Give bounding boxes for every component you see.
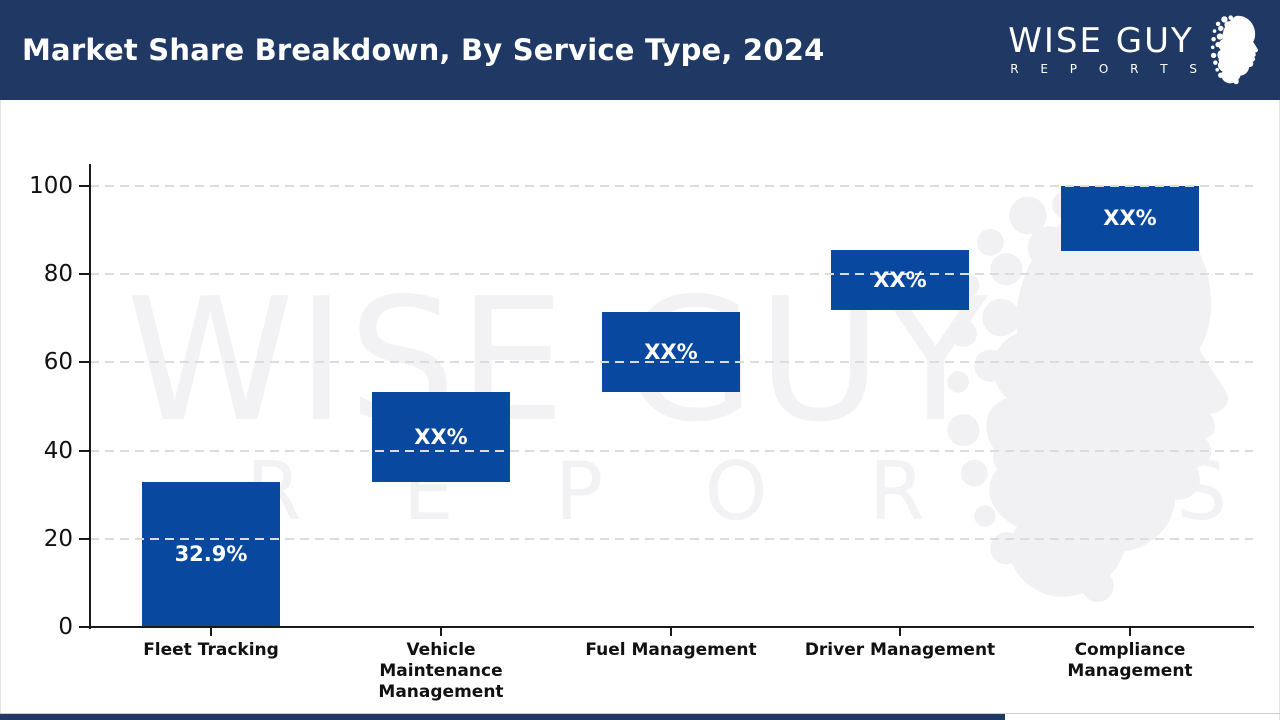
- x-category-label-2: Fuel Management: [585, 640, 757, 660]
- y-tick-label-60: 60: [43, 349, 73, 376]
- y-tick-80: [79, 273, 89, 276]
- y-tick-40: [79, 449, 89, 452]
- plot-area: 32.9% XX% XX% XX% XX% 0 20 40 60 80 100 Fleet Track…: [0, 100, 1280, 714]
- footer-divider: [0, 713, 1280, 714]
- y-axis-line: [89, 164, 91, 629]
- x-tick-2: [670, 628, 672, 636]
- y-tick-label-80: 80: [43, 261, 73, 288]
- y-tick-20: [79, 537, 89, 540]
- page-title: Market Share Breakdown, By Service Type,…: [22, 33, 825, 67]
- header: Market Share Breakdown, By Service Type,…: [0, 0, 1280, 100]
- gridline-40: [90, 449, 1253, 452]
- gridline-80: [90, 273, 1253, 276]
- x-tick-0: [210, 628, 212, 636]
- x-tick-4: [1129, 628, 1131, 636]
- footer-bar: [0, 714, 1005, 720]
- y-tick-label-40: 40: [43, 437, 73, 464]
- y-tick-label-20: 20: [43, 525, 73, 552]
- x-axis-line: [88, 626, 1254, 628]
- bar-value-label-4: XX%: [1103, 206, 1157, 231]
- x-category-label-1: Vehicle Maintenance Management: [378, 640, 504, 702]
- gridline-60: [90, 361, 1253, 364]
- y-tick-100: [79, 185, 89, 187]
- x-category-label-0: Fleet Tracking: [143, 640, 279, 660]
- wise-guy-logo: WISE GUY R E P O R T S: [1008, 9, 1264, 91]
- bar-value-label-3: XX%: [873, 268, 927, 293]
- gridline-100: [90, 185, 1253, 187]
- logo-wordmark: WISE GUY: [1008, 20, 1194, 61]
- y-tick-60: [79, 361, 89, 364]
- logo-subtitle: R E P O R T S: [1010, 62, 1206, 77]
- bar-value-label-2: XX%: [644, 339, 698, 364]
- logo-text: WISE GUY R E P O R T S: [1008, 20, 1206, 77]
- y-tick-0: [79, 626, 89, 628]
- y-tick-label-100: 100: [29, 173, 73, 199]
- logo-head-icon: [1210, 15, 1258, 85]
- x-tick-1: [440, 628, 442, 636]
- x-tick-3: [899, 628, 901, 636]
- y-tick-label-0: 0: [58, 614, 73, 640]
- bar-2: [602, 312, 740, 392]
- bar-value-label-1: XX%: [414, 424, 468, 449]
- bar-1: [372, 391, 510, 482]
- x-category-label-3: Driver Management: [804, 640, 996, 660]
- bar-0: [142, 481, 280, 627]
- x-category-label-4: Compliance Management: [1067, 640, 1193, 681]
- bar-3: [831, 250, 969, 311]
- gridline-20: [90, 537, 1253, 540]
- bar-value-label-0: 32.9%: [174, 542, 248, 567]
